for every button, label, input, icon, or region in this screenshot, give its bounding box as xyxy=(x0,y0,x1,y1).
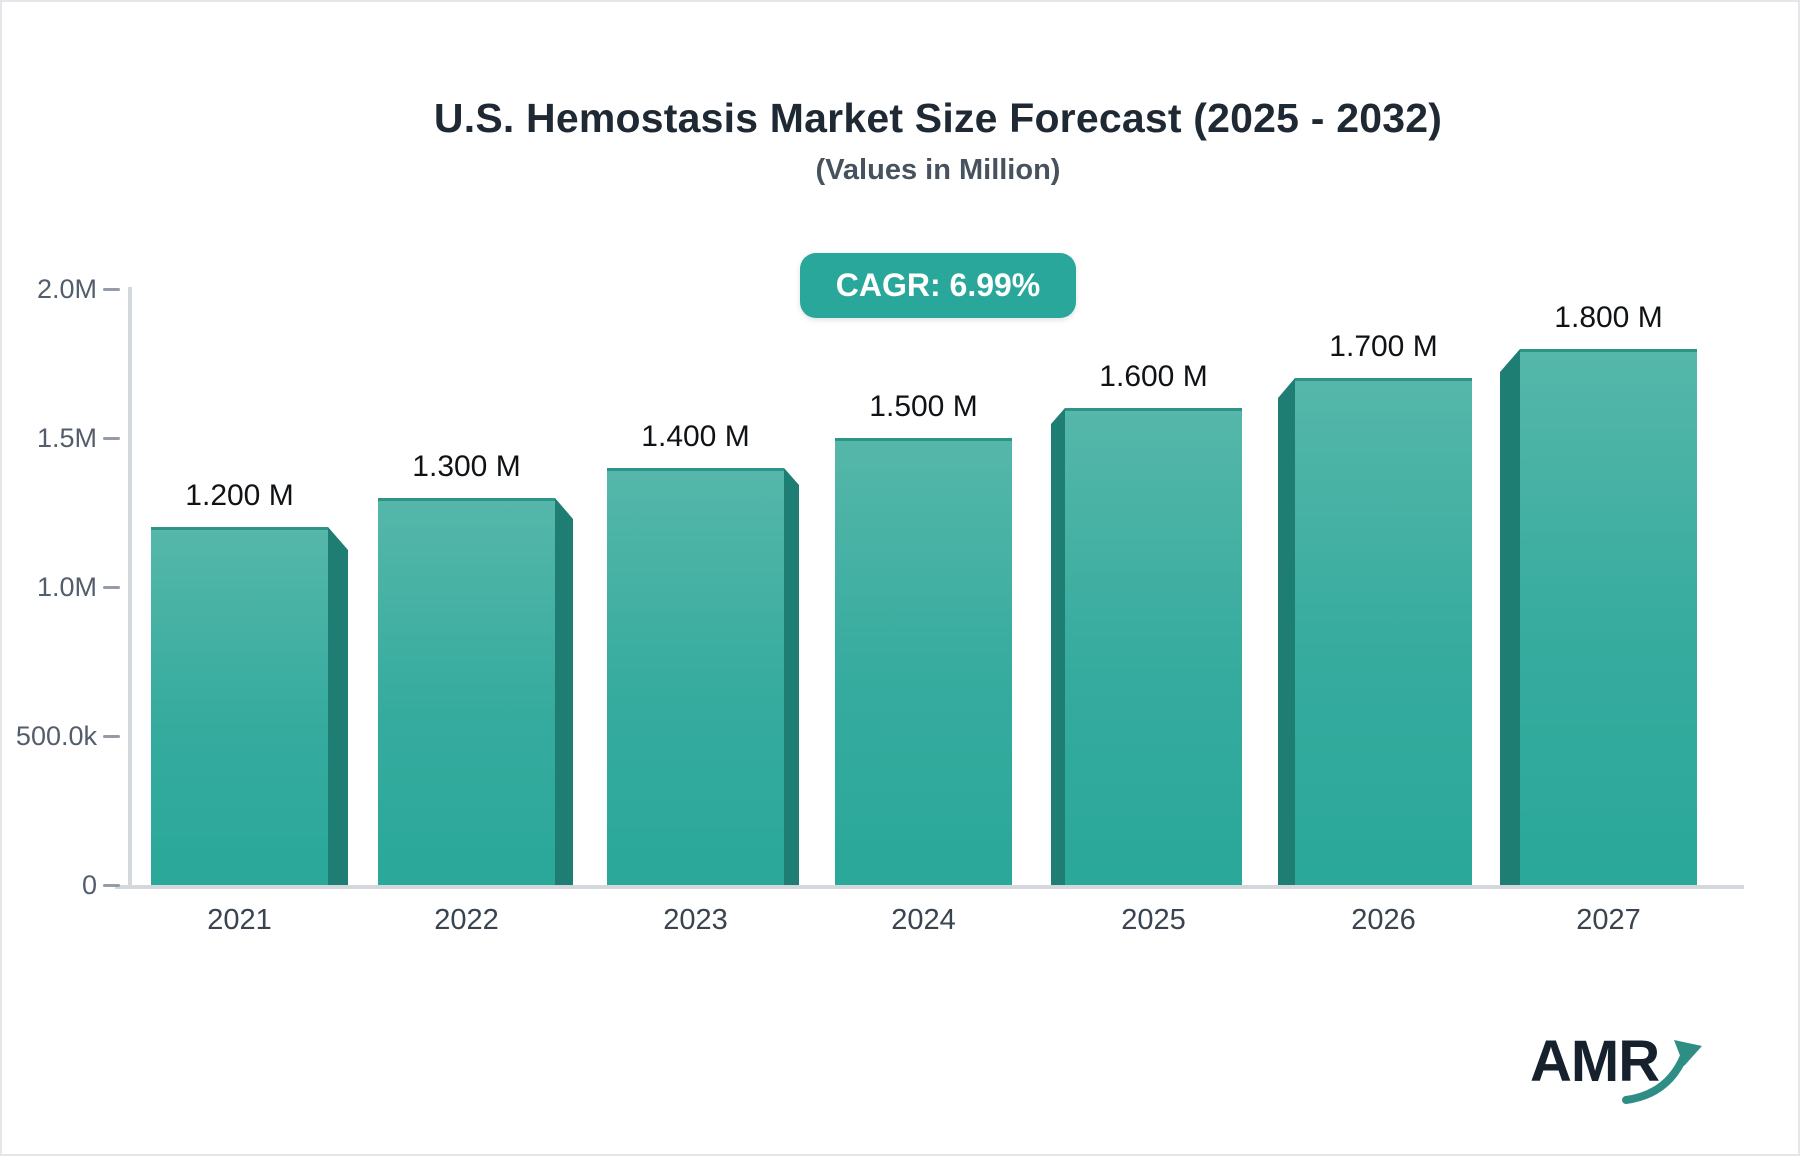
x-axis-label: 2027 xyxy=(1576,904,1641,936)
bar-value-label: 1.400 M xyxy=(641,420,750,453)
bar-value-label: 1.600 M xyxy=(1099,360,1208,393)
y-tick-dash xyxy=(103,437,120,440)
y-tick-label: 1.5M xyxy=(36,423,97,453)
chart-header: U.S. Hemostasis Market Size Forecast (20… xyxy=(132,94,1744,188)
bar xyxy=(835,438,1012,885)
amr-logo: AMR xyxy=(1530,1030,1730,1110)
cagr-badge: CAGR: 6.99% xyxy=(799,253,1077,318)
bar-side xyxy=(1500,349,1520,885)
bar xyxy=(151,527,328,885)
x-axis-label: 2022 xyxy=(434,904,499,936)
bar-side xyxy=(328,527,348,885)
x-axis-label: 2025 xyxy=(1121,904,1186,936)
bar-value-label: 1.500 M xyxy=(869,390,978,423)
y-tick-dash xyxy=(103,884,120,887)
bar-side xyxy=(1278,378,1295,885)
bar xyxy=(1065,408,1242,885)
bar-value-label: 1.300 M xyxy=(412,450,521,483)
bar-value-label: 1.200 M xyxy=(185,479,294,512)
chart-subtitle: (Values in Million) xyxy=(815,154,1061,187)
bar xyxy=(607,468,784,885)
y-tick-label: 1.0M xyxy=(36,572,97,602)
bar xyxy=(1520,349,1697,885)
y-tick-dash xyxy=(103,288,120,291)
x-axis-label: 2021 xyxy=(207,904,272,936)
bar xyxy=(1295,378,1472,885)
growth-arrow-icon xyxy=(1622,1040,1702,1104)
cagr-badge-row: CAGR: 6.99% xyxy=(132,253,1744,318)
bar-side xyxy=(784,468,799,885)
bar xyxy=(378,498,555,885)
y-tick-label: 2.0M xyxy=(36,274,97,304)
y-tick-dash xyxy=(103,586,120,589)
y-tick-label: 0 xyxy=(81,870,97,900)
x-axis-label: 2023 xyxy=(663,904,728,936)
y-tick-label: 500.0k xyxy=(15,721,97,751)
x-axis-line xyxy=(115,885,1744,889)
x-axis-label: 2026 xyxy=(1351,904,1416,936)
bar-value-label: 1.800 M xyxy=(1554,301,1663,334)
bar-side xyxy=(555,498,573,885)
bar-side xyxy=(1051,408,1065,885)
amr-logo-text: AMR xyxy=(1530,1029,1660,1094)
y-tick-dash xyxy=(103,735,120,738)
x-axis-label: 2024 xyxy=(891,904,956,936)
bar-value-label: 1.700 M xyxy=(1329,330,1438,363)
y-axis-line xyxy=(128,287,132,889)
chart-title: U.S. Hemostasis Market Size Forecast (20… xyxy=(433,95,1443,141)
